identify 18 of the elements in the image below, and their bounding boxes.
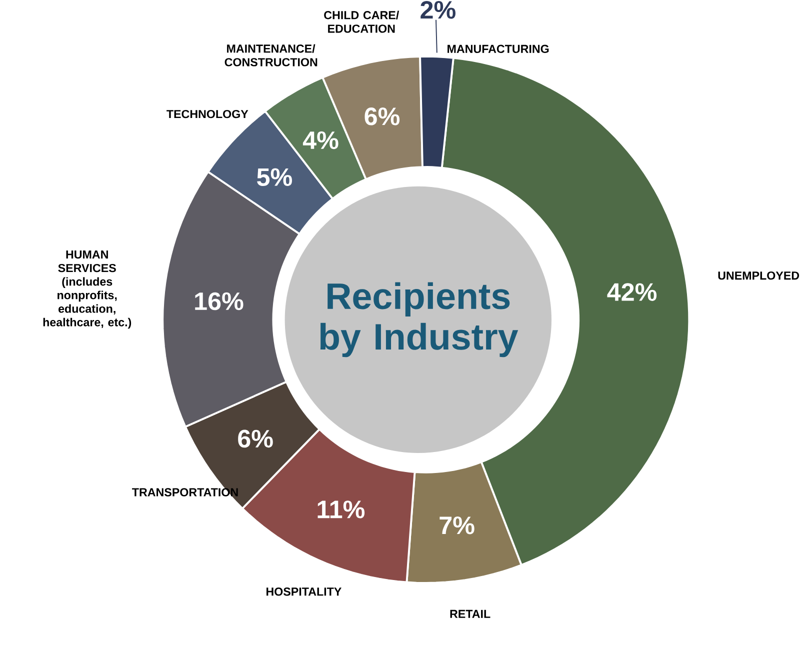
- slice-label: MAINTENANCE/ CONSTRUCTION: [224, 44, 318, 66]
- data-label: 4%: [302, 131, 338, 149]
- data-label: 16%: [195, 292, 244, 310]
- slice-label: RETAIL: [450, 610, 490, 618]
- slice-label: CHILD CARE/ EDUCATION: [324, 10, 400, 33]
- data-label: 42%: [607, 282, 657, 301]
- slice-label: UNEMPLOYED: [718, 271, 800, 280]
- data-label: 6%: [364, 107, 400, 126]
- slice-label: HOSPITALITY: [266, 587, 342, 596]
- data-label: 5%: [257, 168, 292, 186]
- data-label: 7%: [440, 516, 474, 534]
- data-label: 11%: [318, 500, 365, 518]
- slice-label: TECHNOLOGY: [166, 110, 248, 118]
- data-label: 6%: [238, 430, 273, 448]
- slice-label: HUMAN SERVICES (includes nonprofits, education, healthcare, etc.): [43, 250, 132, 328]
- data-label: 2%: [420, 0, 456, 18]
- text: Recipients by Industry: [320, 282, 518, 357]
- slice-label: MANUFACTURING: [448, 44, 549, 53]
